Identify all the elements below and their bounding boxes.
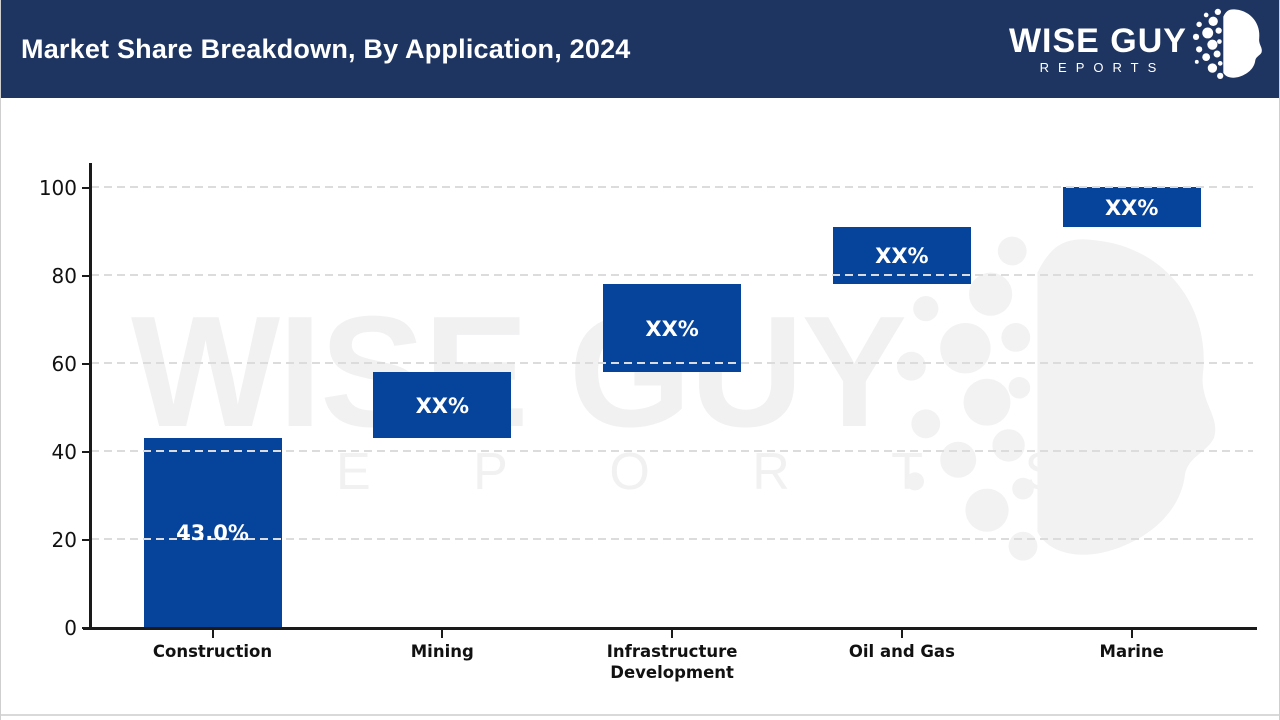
y-tick-80 [82, 275, 89, 277]
x-tick-3 [900, 629, 903, 638]
bar-value-label-1: XX% [415, 393, 470, 418]
gridline-60 [91, 362, 1253, 364]
x-tick-0 [211, 629, 214, 638]
waterfall-chart: 0 20 40 60 80 100 43.0% Construction XX% Mining XX… [1, 98, 1279, 720]
y-tick-label-20: 20 [51, 528, 77, 552]
figure-bottom-border [1, 714, 1279, 716]
gridline-100 [91, 186, 1253, 188]
x-category-label-3: Oil and Gas [848, 642, 955, 661]
x-tick-2 [671, 629, 674, 638]
y-tick-label-80: 80 [51, 264, 77, 288]
y-tick-20 [82, 539, 89, 541]
x-axis-line [83, 627, 1257, 630]
y-tick-label-100: 100 [38, 176, 77, 200]
y-tick-label-60: 60 [51, 352, 77, 376]
bar-value-label-3: XX% [875, 244, 929, 269]
brand-logo: WISE GUY REPORTS [1009, 4, 1267, 94]
y-tick-label-0: 0 [64, 616, 77, 640]
bar-value-label-4: XX% [1104, 195, 1159, 220]
y-tick-60 [82, 363, 89, 365]
bar-1 [373, 371, 512, 438]
bar-2 [603, 283, 742, 372]
x-category-label-4: Marine [1099, 642, 1164, 661]
y-tick-40 [82, 451, 89, 453]
watermark-reports: R E P O R T S [196, 443, 1104, 501]
head-profile-dots-icon [1189, 4, 1267, 94]
bar-4 [1062, 187, 1201, 227]
y-tick-100 [82, 187, 89, 189]
header-bar: Market Share Breakdown, By Application, … [1, 0, 1279, 98]
y-tick-0 [82, 627, 89, 629]
x-category-label-1: Mining [410, 642, 474, 661]
gridline-40 [91, 450, 1253, 452]
x-category-label-0: Construction [152, 642, 273, 661]
gridline-80 [91, 274, 1253, 276]
x-tick-4 [1130, 629, 1133, 638]
chart-title: Market Share Breakdown, By Application, … [21, 33, 631, 64]
gridline-20 [91, 538, 1253, 540]
bar-value-label-0: 43.0% [176, 521, 249, 546]
brand-logo-line2: REPORTS [1039, 59, 1166, 75]
y-axis-line [89, 163, 92, 629]
y-tick-label-40: 40 [51, 440, 77, 464]
brand-logo-text: WISE GUY REPORTS [1009, 24, 1187, 75]
brand-logo-line1: WISE GUY [1008, 21, 1187, 60]
bar-0 [143, 437, 282, 627]
watermark-head-profile-icon [879, 208, 1239, 622]
x-tick-1 [441, 629, 444, 638]
x-category-label-2: Infrastructure Development [606, 642, 738, 682]
bar-value-label-2: XX% [645, 316, 699, 341]
watermark-wordmark: WISE GUY [131, 284, 907, 460]
